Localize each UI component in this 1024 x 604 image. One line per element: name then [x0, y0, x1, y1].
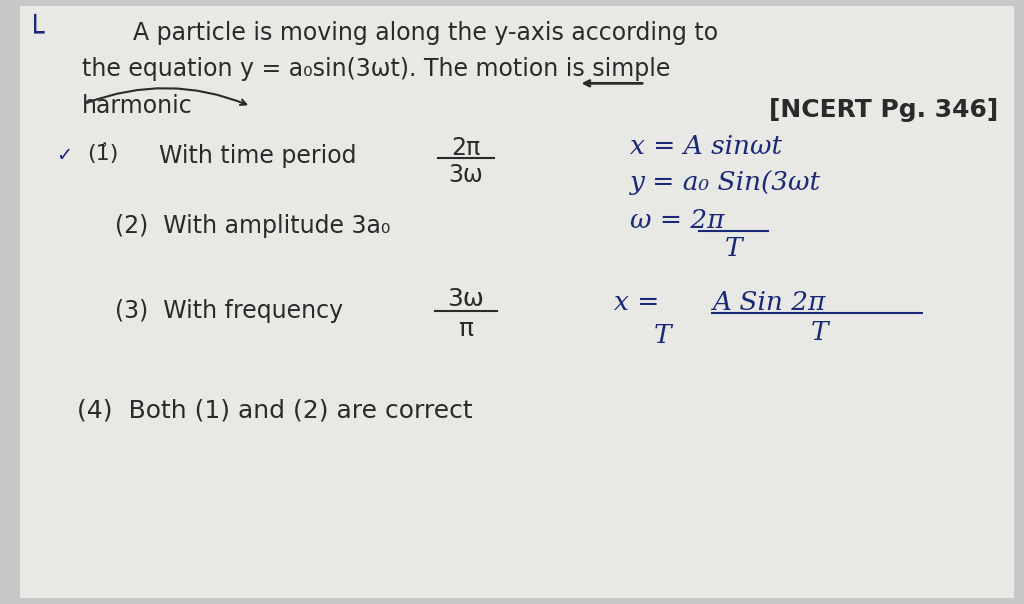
Text: With time period: With time period [159, 144, 356, 168]
Text: ω = 2π: ω = 2π [630, 208, 724, 233]
Text: (4)  Both (1) and (2) are correct: (4) Both (1) and (2) are correct [77, 399, 472, 423]
Text: x = A sinωt: x = A sinωt [630, 134, 782, 159]
Text: y = a₀ Sin(3ωt: y = a₀ Sin(3ωt [630, 170, 821, 195]
Text: (2)  With amplitude 3a₀: (2) With amplitude 3a₀ [115, 214, 390, 239]
Text: π: π [459, 317, 473, 341]
Text: 2π: 2π [452, 136, 480, 160]
Text: └: └ [26, 19, 44, 48]
Text: (1҆): (1҆) [87, 144, 119, 164]
Text: 3ω: 3ω [449, 163, 483, 187]
Text: x =: x = [614, 290, 659, 315]
Text: ✓: ✓ [56, 146, 73, 165]
Text: harmonic: harmonic [82, 94, 193, 118]
Text: T: T [810, 320, 828, 345]
Text: the equation y = a₀sin(3ωt). The motion is simple: the equation y = a₀sin(3ωt). The motion … [82, 57, 671, 82]
Text: A Sin 2π: A Sin 2π [712, 290, 825, 315]
Text: T: T [653, 323, 672, 348]
Text: (3)  With frequency: (3) With frequency [115, 299, 343, 323]
Text: [NCERT Pg. 346]: [NCERT Pg. 346] [769, 98, 998, 122]
Text: A particle is moving along the y-axis according to: A particle is moving along the y-axis ac… [133, 21, 718, 45]
Text: 3ω: 3ω [447, 287, 484, 311]
Text: T: T [724, 236, 742, 260]
